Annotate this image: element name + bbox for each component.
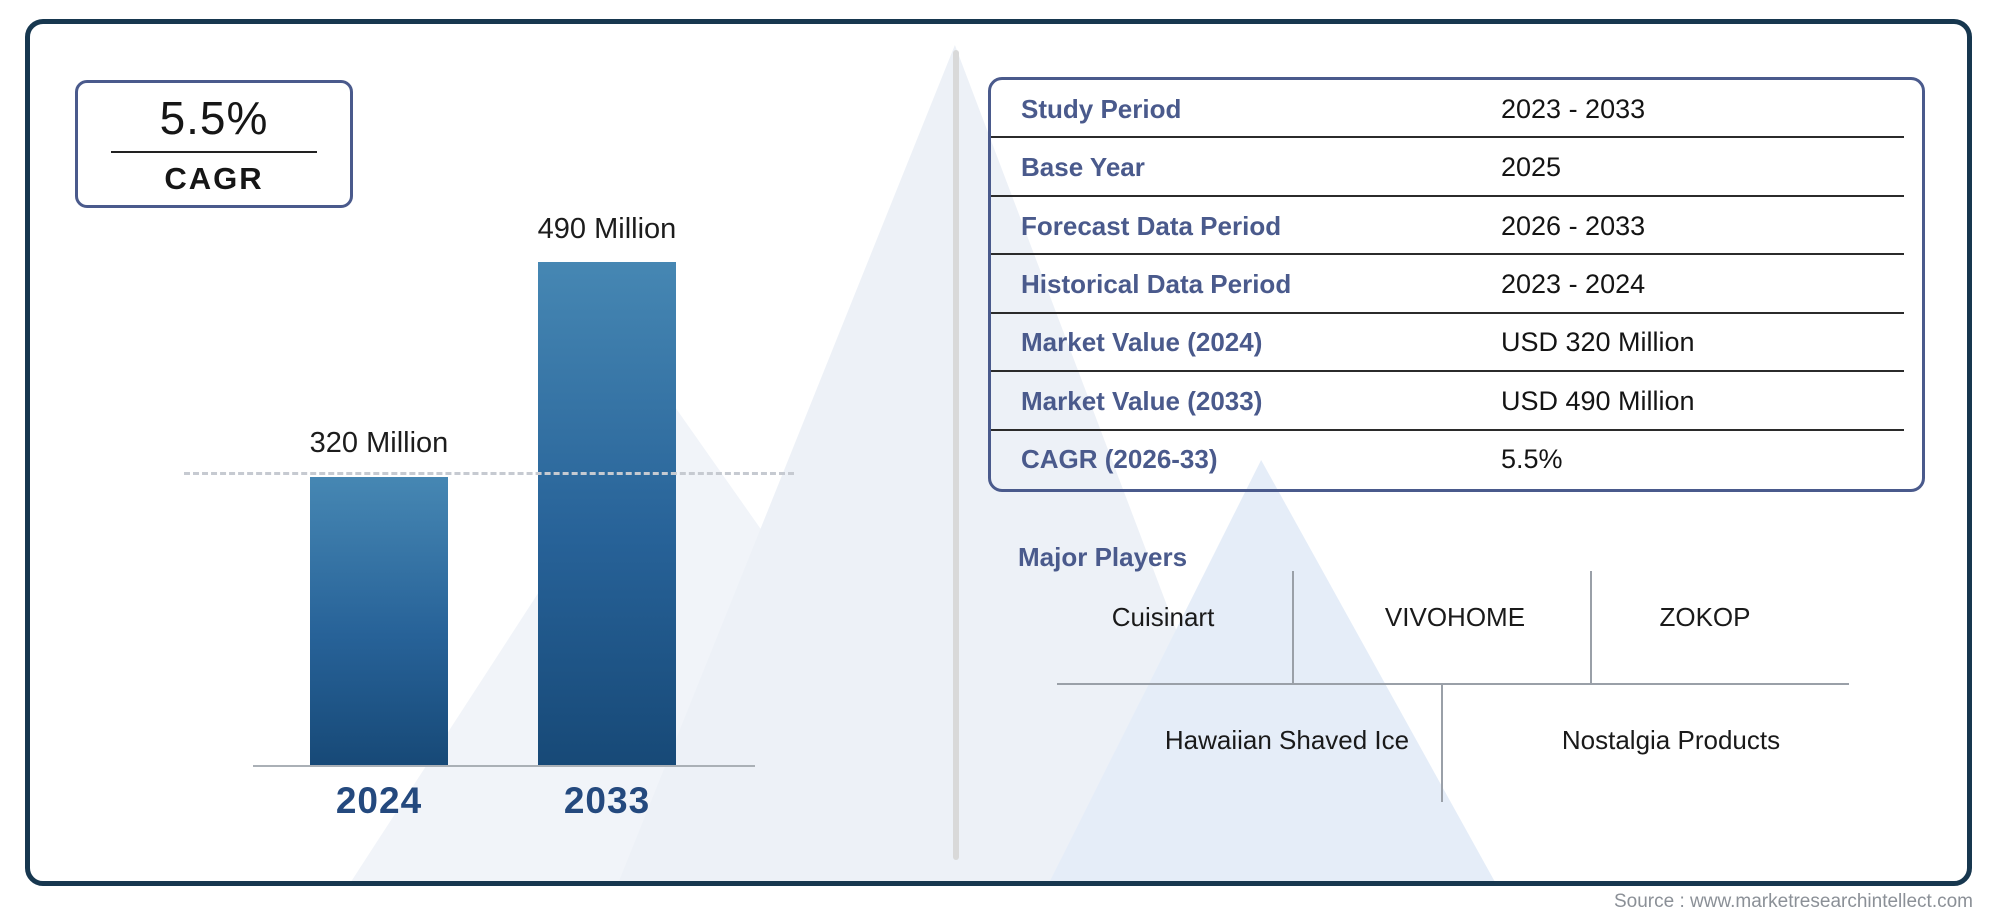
table-row: Study Period 2023 - 2033 bbox=[991, 80, 1922, 139]
table-row-value: USD 320 Million bbox=[1501, 327, 1695, 358]
players-divider-vertical-1 bbox=[1292, 571, 1294, 683]
players-divider-vertical-3 bbox=[1441, 683, 1443, 802]
bar-2024 bbox=[310, 477, 448, 766]
table-row-value: 2026 - 2033 bbox=[1501, 210, 1646, 241]
major-players-title: Major Players bbox=[1018, 542, 1188, 572]
player-zokop: ZOKOP bbox=[1659, 602, 1751, 632]
frame-content: 5.5% CAGR 320 Million 490 Million 2024 2… bbox=[30, 24, 1967, 881]
table-row: Market Value (2024) USD 320 Million bbox=[991, 314, 1922, 373]
player-cuisinart: Cuisinart bbox=[1111, 602, 1215, 632]
table-row-label: Market Value (2033) bbox=[1021, 385, 1263, 416]
table-row: CAGR (2026-33) 5.5% bbox=[991, 431, 1922, 489]
players-divider-horizontal bbox=[1057, 683, 1849, 685]
x-tick-2033: 2033 bbox=[563, 780, 651, 821]
table-row-value: USD 490 Million bbox=[1501, 385, 1695, 416]
table-row-label: Study Period bbox=[1021, 93, 1182, 124]
bar-value-label-2033: 490 Million bbox=[537, 213, 677, 245]
stats-table: Study Period 2023 - 2033 Base Year 2025 … bbox=[988, 77, 1925, 492]
x-tick-2024: 2024 bbox=[335, 780, 423, 821]
table-row-label: CAGR (2026-33) bbox=[1021, 444, 1218, 475]
players-divider-vertical-2 bbox=[1590, 571, 1592, 683]
table-row: Market Value (2033) USD 490 Million bbox=[991, 372, 1922, 431]
table-row-value: 5.5% bbox=[1501, 444, 1563, 475]
cagr-value: 5.5% bbox=[159, 92, 269, 144]
x-axis-baseline bbox=[253, 765, 755, 767]
bar-value-label-2024: 320 Million bbox=[309, 427, 449, 459]
player-nostalgia-products: Nostalgia Products bbox=[1561, 725, 1781, 755]
table-row-label: Forecast Data Period bbox=[1021, 210, 1282, 241]
bar-2033 bbox=[538, 262, 676, 766]
table-row-value: 2025 bbox=[1501, 152, 1562, 183]
table-row-value: 2023 - 2024 bbox=[1501, 268, 1646, 299]
table-row-label: Market Value (2024) bbox=[1021, 327, 1263, 358]
cagr-badge: 5.5% CAGR bbox=[75, 80, 353, 208]
table-row-label: Historical Data Period bbox=[1021, 268, 1292, 299]
table-row: Forecast Data Period 2026 - 2033 bbox=[991, 197, 1922, 256]
reference-dashed-line bbox=[184, 472, 794, 475]
cagr-label: CAGR bbox=[164, 161, 264, 196]
source-attribution: Source : www.marketresearchintellect.com bbox=[1613, 891, 1973, 912]
player-hawaiian-shaved-ice: Hawaiian Shaved Ice bbox=[1164, 725, 1410, 755]
table-row: Base Year 2025 bbox=[991, 138, 1922, 198]
cagr-divider bbox=[111, 151, 317, 153]
panel-divider bbox=[953, 50, 959, 860]
table-row-label: Base Year bbox=[1021, 152, 1145, 183]
player-vivohome: VIVOHOME bbox=[1384, 602, 1526, 632]
outer-frame: 5.5% CAGR 320 Million 490 Million 2024 2… bbox=[25, 19, 1972, 886]
table-row-value: 2023 - 2033 bbox=[1501, 93, 1646, 124]
table-row: Historical Data Period 2023 - 2024 bbox=[991, 255, 1922, 315]
